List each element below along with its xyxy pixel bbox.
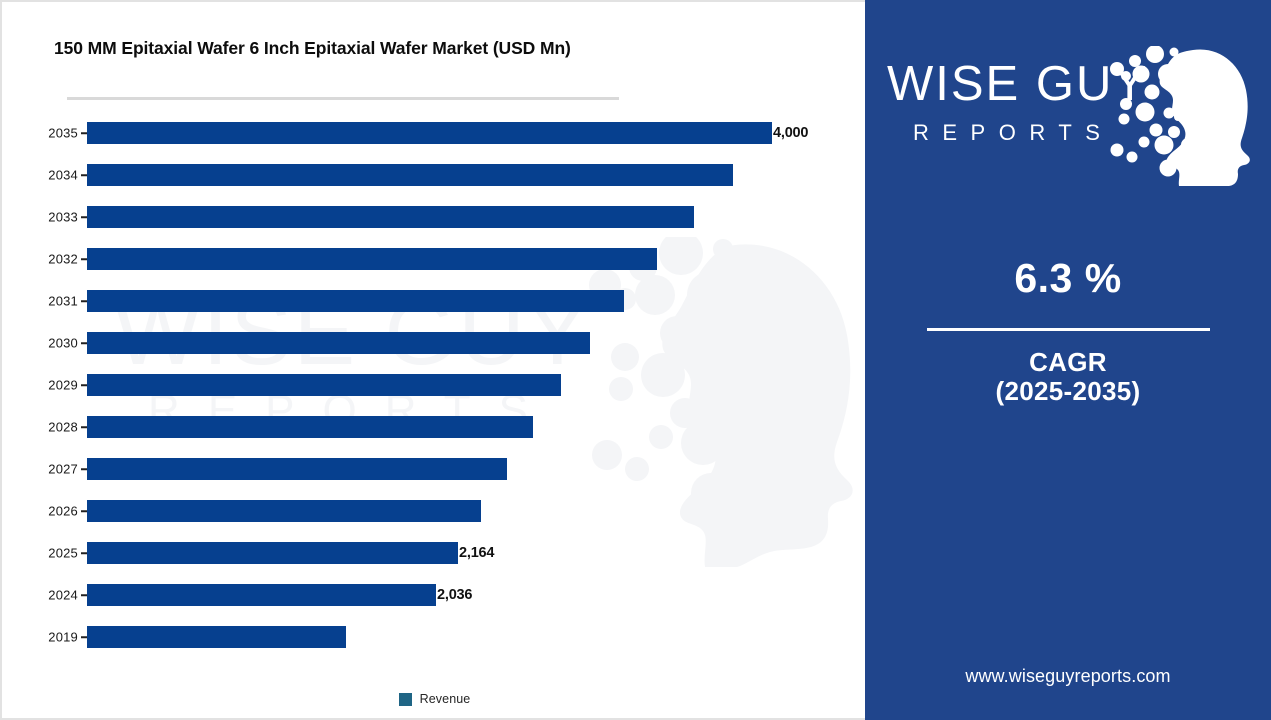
bar-revenue-2024 xyxy=(87,584,436,606)
y-axis-tick-label: 2034 xyxy=(48,167,78,183)
title-divider xyxy=(67,97,619,100)
brand-panel: WISE GUY REPORTS xyxy=(865,0,1271,720)
bar-revenue-2027 xyxy=(87,458,507,480)
y-axis-tick-mark xyxy=(81,426,87,428)
y-axis-tick-label: 2025 xyxy=(48,545,78,561)
y-axis-tick-mark xyxy=(81,468,87,470)
y-axis-tick-label: 2024 xyxy=(48,587,78,603)
bar-row: 2026 xyxy=(2,500,865,522)
bar-revenue-2033 xyxy=(87,206,694,228)
bar-row: 2034 xyxy=(2,164,865,186)
y-axis-tick-mark xyxy=(81,132,87,134)
y-axis-tick-label: 2028 xyxy=(48,419,78,435)
bar-row: 2019 xyxy=(2,626,865,648)
bar-row: 2031 xyxy=(2,290,865,312)
cagr-caption-line2: (2025-2035) xyxy=(995,376,1141,407)
bar-value-label: 2,164 xyxy=(459,545,495,561)
chart-legend: Revenue xyxy=(2,692,865,706)
y-axis-tick-mark xyxy=(81,258,87,260)
y-axis-tick-label: 2027 xyxy=(48,461,78,477)
bar-value-label: 4,000 xyxy=(773,125,809,141)
website-url: www.wiseguyreports.com xyxy=(965,666,1171,686)
bar-row: 2024 2,036 xyxy=(2,584,865,606)
bar-row: 2035 4,000 xyxy=(2,122,865,144)
legend-swatch-revenue xyxy=(398,692,412,706)
cagr-divider xyxy=(926,328,1210,331)
y-axis-tick-mark xyxy=(81,384,87,386)
y-axis-tick-mark xyxy=(81,594,87,596)
y-axis-tick-label: 2035 xyxy=(48,125,78,141)
bar-row: 2029 xyxy=(2,374,865,396)
y-axis-tick-mark xyxy=(81,342,87,344)
cagr-value: 6.3 % xyxy=(1014,255,1122,301)
y-axis-line xyxy=(86,119,88,649)
bar-revenue-2031 xyxy=(87,290,624,312)
y-axis-tick-mark xyxy=(81,636,87,638)
chart-panel: WISE GUY REPORTS 150 MM Epitaxial Wafer … xyxy=(0,0,865,720)
bar-row: 2025 2,164 xyxy=(2,542,865,564)
bar-value-label: 2,036 xyxy=(437,587,473,603)
y-axis-tick-mark xyxy=(81,300,87,302)
bar-revenue-2028 xyxy=(87,416,533,438)
wiseguy-reports-logo: WISE GUY REPORTS xyxy=(865,46,1271,188)
y-axis-tick-mark xyxy=(81,510,87,512)
y-axis-tick-label: 2026 xyxy=(48,503,78,519)
plot-area: 2035 4,000 2034 2033 2032 2031 2030 2029 2028 202… xyxy=(2,2,865,687)
logo-head-icon xyxy=(1110,46,1250,186)
cagr-caption-line1: CAGR xyxy=(1029,347,1107,377)
bar-revenue-2035 xyxy=(87,122,772,144)
bar-row: 2030 xyxy=(2,332,865,354)
bar-row: 2028 xyxy=(2,416,865,438)
bar-revenue-2019 xyxy=(87,626,346,648)
y-axis-tick-label: 2029 xyxy=(48,377,78,393)
logo-wordmark: WISE GUY REPORTS xyxy=(887,60,1177,144)
y-axis-tick-label: 2019 xyxy=(48,629,78,645)
y-axis-tick-label: 2033 xyxy=(48,209,78,225)
bar-revenue-2034 xyxy=(87,164,733,186)
bar-row: 2033 xyxy=(2,206,865,228)
bar-row: 2032 xyxy=(2,248,865,270)
cagr-caption: CAGR (2025-2035) xyxy=(865,347,1271,407)
bar-revenue-2025 xyxy=(87,542,458,564)
y-axis-tick-mark xyxy=(81,216,87,218)
bar-row: 2027 xyxy=(2,458,865,480)
bar-revenue-2032 xyxy=(87,248,657,270)
bar-revenue-2030 xyxy=(87,332,590,354)
bar-revenue-2029 xyxy=(87,374,561,396)
legend-label-revenue: Revenue xyxy=(419,692,471,706)
y-axis-tick-mark xyxy=(81,174,87,176)
logo-line-reports: REPORTS xyxy=(913,120,1114,145)
chart-title: 150 MM Epitaxial Wafer 6 Inch Epitaxial … xyxy=(54,38,571,58)
y-axis-tick-label: 2030 xyxy=(48,335,78,351)
logo-line-wise-guy: WISE GUY xyxy=(887,57,1149,111)
bar-revenue-2026 xyxy=(87,500,481,522)
cagr-block: 6.3 % CAGR (2025-2035) xyxy=(865,258,1271,406)
y-axis-tick-mark xyxy=(81,552,87,554)
y-axis-tick-label: 2031 xyxy=(48,293,78,309)
y-axis-tick-label: 2032 xyxy=(48,251,78,267)
